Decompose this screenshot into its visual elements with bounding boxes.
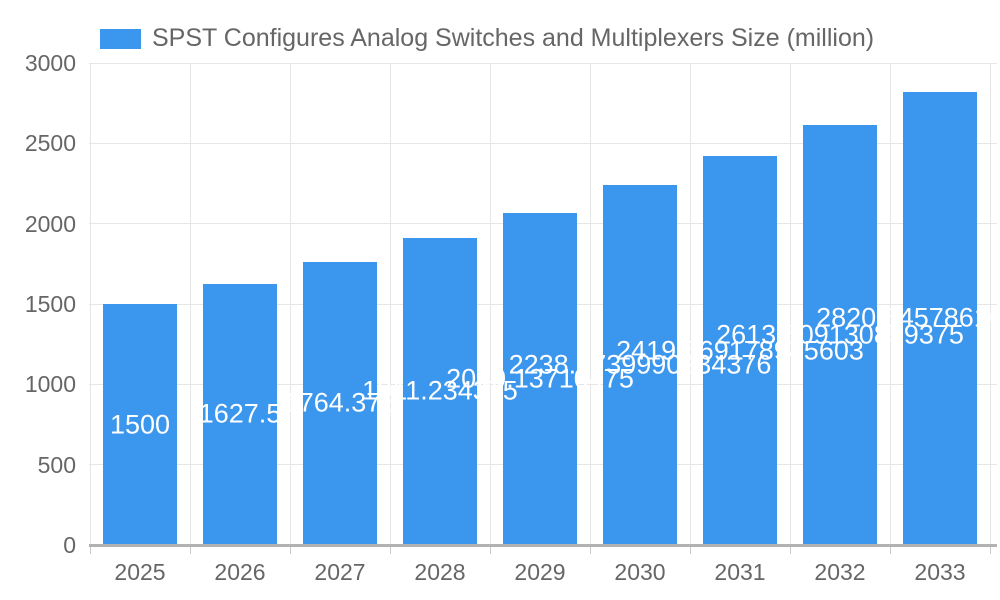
bar-value-label: 2419.569178945603: [616, 335, 864, 366]
gridline: [489, 63, 491, 545]
x-axis-tick-label: 2026: [214, 559, 266, 585]
axis-tick: [289, 547, 291, 554]
y-axis-tick-label: 1000: [24, 371, 76, 398]
chart-legend[interactable]: SPST Configures Analog Switches and Mult…: [100, 24, 874, 53]
x-axis-tick-label: 2029: [514, 559, 566, 585]
bar-2032: [803, 125, 877, 544]
axis-tick: [989, 547, 991, 554]
x-axis-tick-label: 2031: [714, 559, 766, 585]
gridline: [389, 63, 391, 545]
gridline: [689, 63, 691, 545]
bar-2029: [503, 212, 577, 544]
axis-tick: [589, 547, 591, 554]
bar-value-label: 1627.5: [198, 398, 282, 429]
y-axis-tick-label: 3000: [24, 50, 76, 76]
bar-value-label: 2613.609130859375: [716, 319, 964, 350]
bar-2031: [703, 156, 777, 544]
gridline: [189, 63, 191, 545]
y-axis-tick-label: 2500: [24, 130, 76, 157]
y-axis-tick-label: 1500: [24, 291, 76, 317]
y-axis-tick-label: 2000: [24, 210, 76, 237]
y-axis-tick-label: 0: [63, 532, 76, 558]
x-axis-tick-label: 2025: [114, 559, 166, 585]
bar-2028: [403, 237, 477, 544]
bar-2033: [903, 91, 977, 544]
gridline: [889, 63, 891, 545]
bar-2025: [103, 304, 177, 544]
gridline: [989, 63, 991, 545]
gridline: [89, 63, 91, 545]
axis-tick: [689, 547, 691, 554]
gridline: [289, 63, 291, 545]
bar-value-label: 1500: [109, 409, 171, 439]
x-axis-tick-label: 2028: [414, 559, 466, 585]
x-axis-tick-label: 2033: [914, 559, 966, 585]
gridline: [589, 63, 591, 545]
bar-2026: [203, 283, 277, 544]
axis-tick: [389, 547, 391, 554]
legend-label: SPST Configures Analog Switches and Mult…: [152, 24, 875, 52]
x-axis-tick-label: 2030: [614, 559, 666, 585]
x-axis-tick-label: 2027: [314, 559, 366, 585]
legend-swatch-icon: [100, 28, 141, 49]
bar-value-label: 2820.545786169375: [816, 302, 1000, 333]
x-axis-tick-label: 2032: [814, 559, 866, 585]
bar-value-label: 2238.8739990234376: [508, 349, 772, 380]
gridline: [89, 62, 997, 64]
axis-tick: [189, 547, 191, 554]
axis-tick: [789, 547, 791, 554]
bar-value-label: 2069.13710475: [446, 363, 634, 394]
bar-value-label: 1911.234375: [362, 375, 518, 406]
gridline: [89, 142, 997, 144]
axis-tick: [889, 547, 891, 554]
bar-2030: [603, 185, 677, 544]
y-axis-tick-label: 500: [37, 451, 76, 478]
bar-value-label: 1764.375: [283, 387, 397, 418]
axis-tick: [89, 547, 91, 554]
bar-2027: [303, 261, 377, 544]
axis-tick: [489, 547, 491, 554]
gridline: [789, 63, 791, 545]
x-axis-line: [89, 544, 997, 547]
